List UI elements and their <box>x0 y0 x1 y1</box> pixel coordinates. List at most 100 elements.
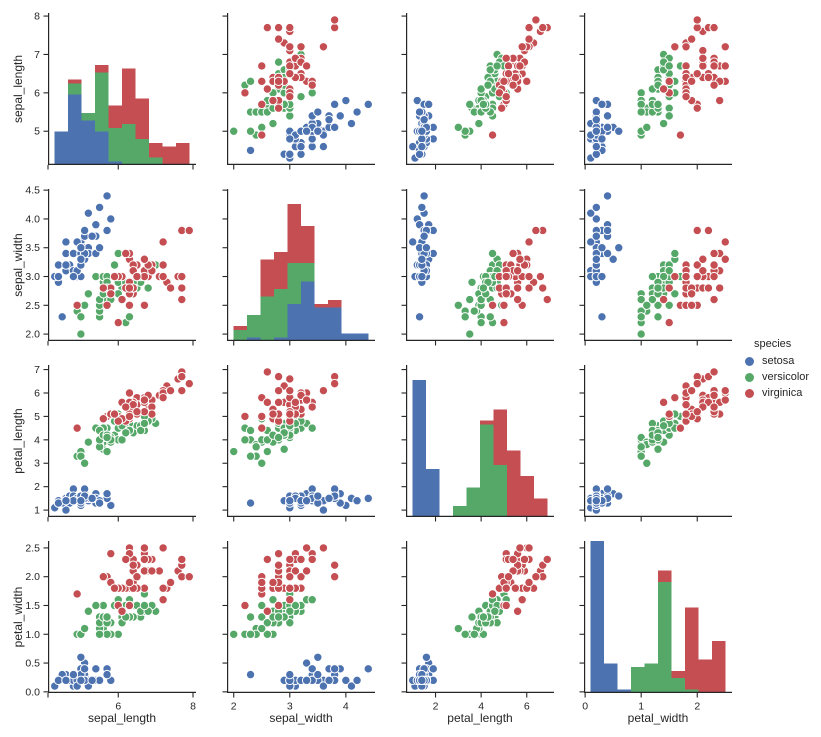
data-point-virginica <box>285 571 295 582</box>
data-point-setosa <box>602 484 613 494</box>
data-point-virginica <box>273 397 284 408</box>
data-point-versicolor <box>307 595 317 605</box>
data-point-versicolor <box>83 437 94 447</box>
data-point-setosa <box>591 496 602 506</box>
y-tick-label: 2 <box>34 481 40 493</box>
data-point-virginica <box>487 300 498 311</box>
hist-bar-versicolor <box>108 127 122 162</box>
x-tick-label: 1 <box>638 701 644 713</box>
data-point-virginica <box>139 395 150 405</box>
data-point-versicolor <box>636 329 646 339</box>
data-point-virginica <box>670 392 680 403</box>
data-point-virginica <box>98 414 109 424</box>
data-point-virginica <box>538 22 548 33</box>
x-tick-label: 3 <box>287 701 293 713</box>
data-point-setosa <box>341 95 351 106</box>
data-point-virginica <box>512 283 523 293</box>
data-point-virginica <box>158 237 168 247</box>
data-point-virginica <box>257 411 267 422</box>
data-point-virginica <box>296 42 306 52</box>
hist-bar-virginica <box>135 98 149 140</box>
data-point-versicolor <box>636 442 646 452</box>
data-point-versicolor <box>478 612 489 622</box>
data-point-setosa <box>83 208 94 218</box>
data-point-versicolor <box>636 107 646 117</box>
data-point-versicolor <box>285 111 295 121</box>
data-point-virginica <box>72 423 82 433</box>
y-tick-label: 2.0 <box>25 571 40 583</box>
data-point-setosa <box>414 107 425 117</box>
data-point-virginica <box>158 583 168 593</box>
data-point-virginica <box>257 61 267 71</box>
data-point-virginica <box>240 600 250 611</box>
data-point-virginica <box>709 80 719 90</box>
data-point-virginica <box>515 254 525 264</box>
hist-bar-setosa <box>274 337 288 341</box>
subplot-hist-petal_width: 0 1 2 <box>579 541 732 713</box>
data-point-virginica <box>501 583 511 593</box>
data-point-versicolor <box>262 446 273 457</box>
data-point-versicolor <box>487 248 498 259</box>
data-point-virginica <box>307 554 317 565</box>
data-point-setosa <box>602 248 613 259</box>
data-point-virginica <box>273 548 284 559</box>
data-point-virginica <box>692 225 702 236</box>
data-point-virginica <box>692 103 702 113</box>
data-point-virginica <box>318 543 329 553</box>
data-point-versicolor <box>273 432 284 443</box>
hist-bar-virginica <box>175 142 190 165</box>
data-point-virginica <box>318 42 329 52</box>
data-point-versicolor <box>245 612 256 622</box>
data-point-setosa <box>417 675 427 686</box>
data-point-virginica <box>692 378 702 389</box>
subplot-sepal_length-vs-sepal_width <box>222 13 375 170</box>
y-tick-label: 6 <box>34 387 40 399</box>
data-point-virginica <box>268 577 278 588</box>
hist-bar-setosa <box>604 663 618 693</box>
data-point-setosa <box>301 126 312 136</box>
data-point-virginica <box>496 103 507 113</box>
data-point-virginica <box>262 606 273 616</box>
data-point-virginica <box>158 543 168 553</box>
data-point-versicolor <box>636 451 646 461</box>
data-point-setosa <box>602 111 613 121</box>
data-point-setosa <box>597 243 607 253</box>
data-point-versicolor <box>664 300 674 311</box>
data-point-versicolor <box>94 629 105 639</box>
hist-bar-setosa <box>590 541 605 693</box>
data-point-setosa <box>329 122 340 133</box>
data-point-virginica <box>501 53 511 63</box>
data-point-setosa <box>313 491 323 501</box>
data-point-setosa <box>421 243 432 253</box>
data-point-virginica <box>524 543 534 553</box>
data-point-virginica <box>72 589 82 599</box>
legend-entry-setosa: setosa <box>741 353 809 369</box>
data-point-virginica <box>686 34 697 44</box>
data-point-setosa <box>76 652 86 663</box>
data-point-versicolor <box>307 88 317 98</box>
data-point-virginica <box>257 577 267 588</box>
data-point-virginica <box>670 42 680 52</box>
data-point-virginica <box>720 237 730 247</box>
data-point-virginica <box>670 271 680 282</box>
data-point-setosa <box>307 664 317 674</box>
data-point-setosa <box>591 149 602 159</box>
data-point-virginica <box>165 385 176 396</box>
legend: species setosa versicolor virginica <box>741 338 809 401</box>
hist-bar-setosa <box>327 307 342 341</box>
data-point-setosa <box>602 191 613 201</box>
data-point-setosa <box>61 675 71 686</box>
hist-bar-virginica <box>108 105 122 128</box>
y-tick-label: 3.0 <box>25 271 40 283</box>
data-point-virginica <box>664 283 674 293</box>
data-point-virginica <box>240 88 250 98</box>
data-point-setosa <box>313 652 323 663</box>
data-point-virginica <box>177 294 187 305</box>
data-point-virginica <box>285 595 295 605</box>
data-point-versicolor <box>490 606 500 616</box>
data-point-virginica <box>501 289 511 299</box>
data-point-virginica <box>329 560 340 570</box>
data-point-virginica <box>512 606 523 616</box>
data-point-virginica <box>692 407 702 417</box>
data-point-virginica <box>686 289 697 299</box>
